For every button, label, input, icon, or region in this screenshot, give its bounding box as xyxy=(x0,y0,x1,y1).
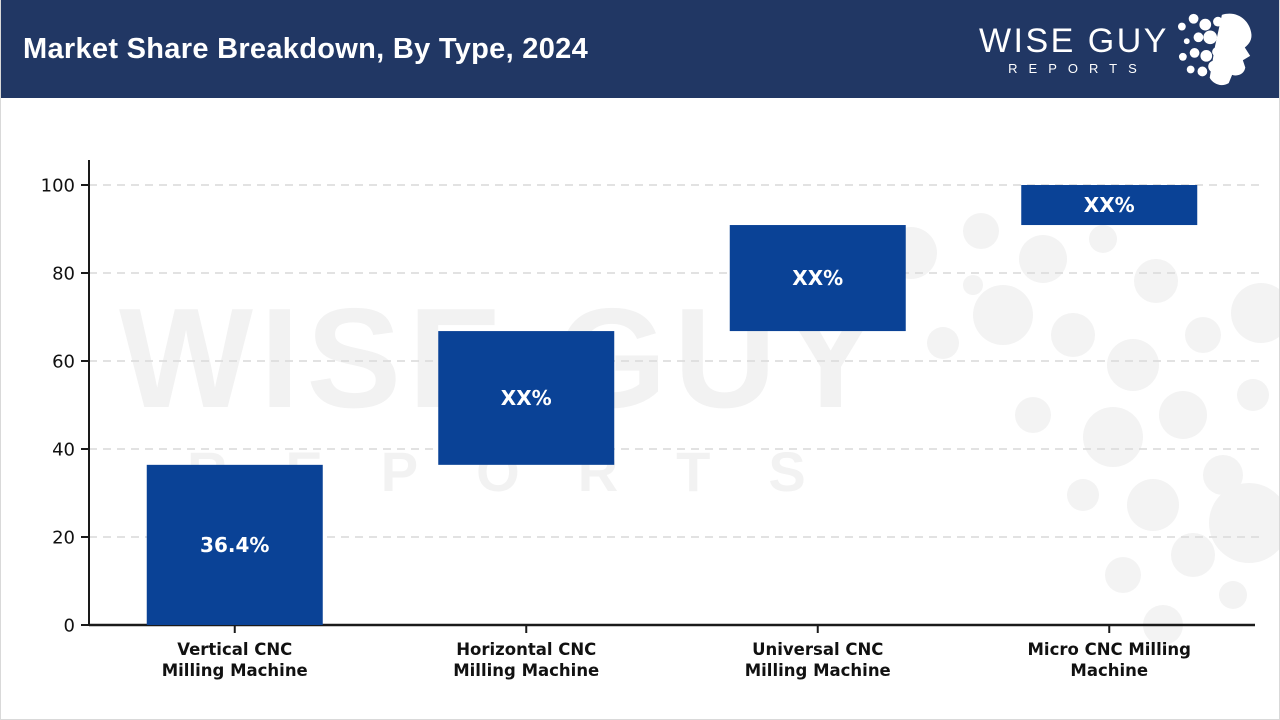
logo-tagline: REPORTS xyxy=(1008,60,1148,76)
chart-area: WISE GUY REPORTS 0 20 40 60 80 100 36.4% Vertic… xyxy=(1,98,1279,718)
bar-label-3: XX% xyxy=(1084,193,1135,217)
x-category-label-2: Universal CNC Milling Machine xyxy=(745,640,891,680)
bar-2 xyxy=(729,225,906,332)
bar-0 xyxy=(146,464,323,625)
bar-1 xyxy=(438,331,615,465)
x-category-label-3: Micro CNC Milling Machine xyxy=(1028,640,1191,680)
logo-name: WISE GUY xyxy=(978,21,1169,60)
header-bar: Market Share Breakdown, By Type, 2024 WI… xyxy=(1,0,1279,98)
bar-label-0: 36.4% xyxy=(200,533,269,557)
waterfall-chart: 0 20 40 60 80 100 36.4% Vertical CNC Milling Mac… xyxy=(41,160,1263,680)
bar-label-2: XX% xyxy=(792,266,843,290)
bar-label-1: XX% xyxy=(501,386,552,410)
y-tick-label-100: 100 xyxy=(41,176,75,197)
wiseguy-logo-text: WISE GUY REPORTS xyxy=(979,24,1169,75)
wiseguy-logo: WISE GUY REPORTS xyxy=(979,9,1261,89)
y-tick-label-0: 0 xyxy=(64,616,75,637)
x-category-label-1: Horizontal CNC Milling Machine xyxy=(453,640,599,680)
bar-3 xyxy=(1021,185,1198,226)
wiseguy-head-logo-icon xyxy=(1177,13,1252,86)
y-tick-label-40: 40 xyxy=(52,440,75,461)
y-tick-label-20: 20 xyxy=(52,528,75,549)
x-category-label-0: Vertical CNC Milling Machine xyxy=(162,640,308,680)
y-tick-label-60: 60 xyxy=(52,352,75,373)
y-tick-label-80: 80 xyxy=(52,264,75,285)
chart-title: Market Share Breakdown, By Type, 2024 xyxy=(23,32,589,65)
